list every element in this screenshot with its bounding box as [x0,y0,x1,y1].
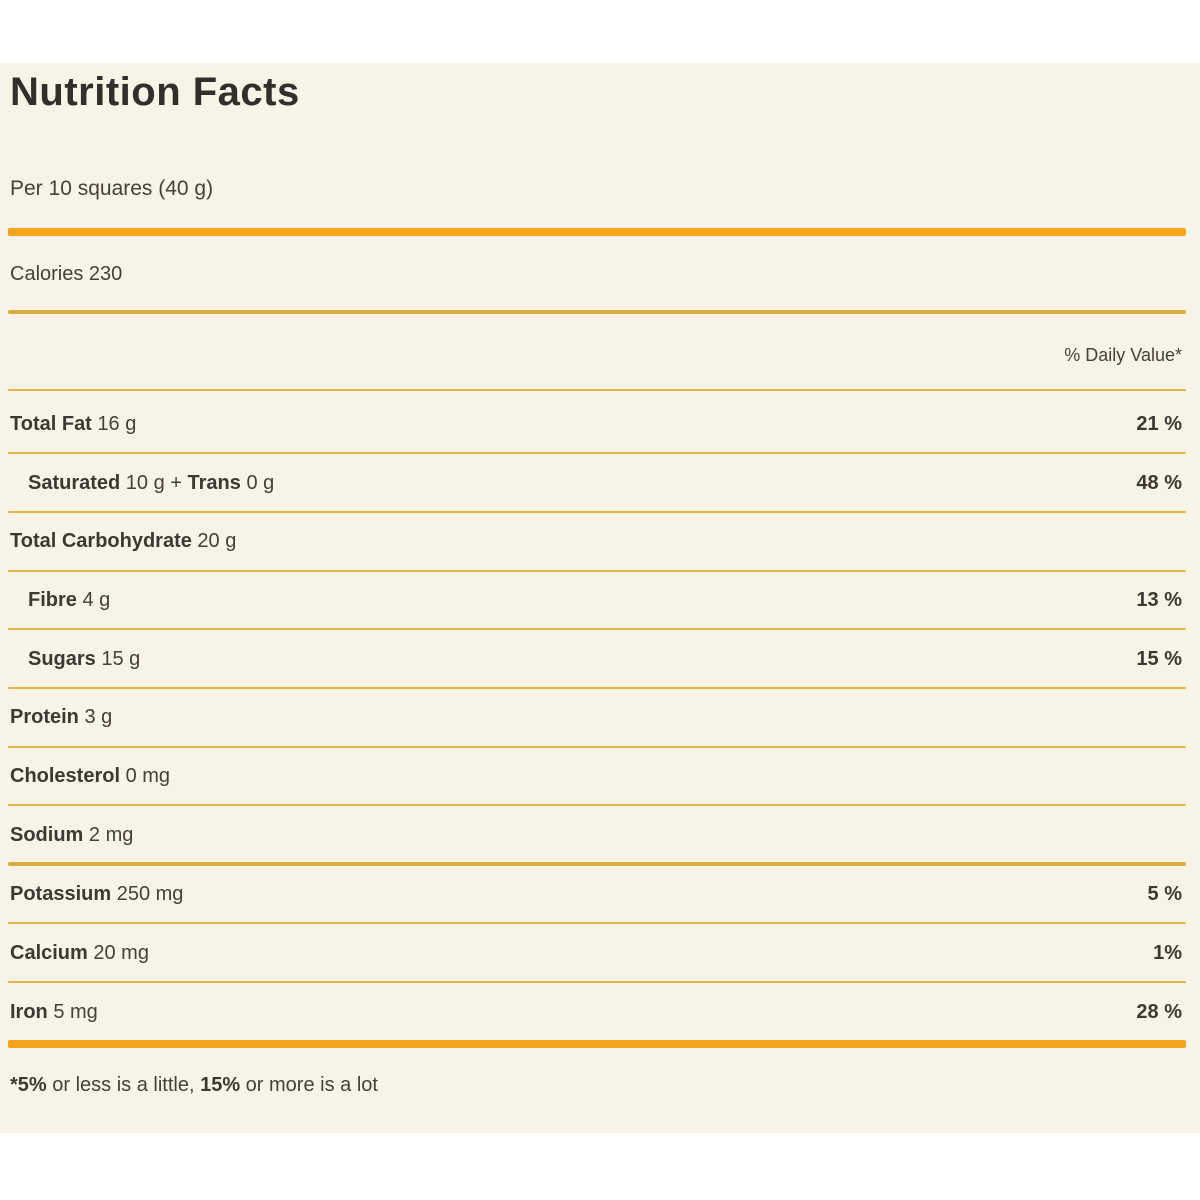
nutrient-name: Total Fat [10,413,92,435]
nutrient-name: Potassium [10,883,112,905]
footnote-text-1: or less is a little, [46,1074,201,1096]
nutrient-name-trans: Trans [187,472,241,494]
nutrient-dv: 5 % [1147,883,1182,905]
nutrient-name: Sodium [10,824,84,846]
footnote-low-threshold: *5% [10,1074,47,1096]
divider-thin [8,922,1186,924]
footnote-text-2: or more is a lot [240,1074,378,1096]
nutrient-amount: 250 mg [111,883,184,905]
divider-thin [8,804,1186,806]
nutrient-row-iron: Iron 5 mg 28 % [10,1000,1182,1024]
nutrient-name: Total Carbohydrate [10,530,192,552]
divider-thin [8,687,1186,689]
divider-medium-sodium [8,862,1186,866]
divider-thick-bottom [8,1040,1186,1048]
divider-thin [8,746,1186,748]
nutrient-row-sodium: Sodium 2 mg [10,823,1182,847]
nutrition-facts-panel: Nutrition Facts Per 10 squares (40 g) Ca… [0,63,1200,1133]
nutrient-row-protein: Protein 3 g [10,705,1182,729]
nutrient-name: Calcium [10,942,88,964]
nutrient-row-total-fat: Total Fat 16 g 21 % [10,412,1182,436]
daily-value-footnote: *5% or less is a little, 15% or more is … [10,1073,1182,1097]
calories-row: Calories 230 [10,262,1182,286]
nutrient-amount: 5 mg [47,1001,98,1023]
nutrient-amount: 20 g [191,530,237,552]
nutrient-name: Saturated [28,472,121,494]
nutrient-amount: 15 g [95,648,141,670]
nutrient-dv: 28 % [1136,1001,1182,1023]
divider-thin [8,389,1186,391]
nutrient-amount: 4 g [76,589,111,611]
nutrient-amount-trans: 0 g [240,472,275,494]
nutrient-amount: 16 g [91,413,137,435]
divider-thin [8,570,1186,572]
nutrient-amount: 2 mg [83,824,134,846]
divider-thin [8,511,1186,513]
daily-value-header: % Daily Value* [1064,345,1182,365]
nutrient-row-total-carbohydrate: Total Carbohydrate 20 g [10,529,1182,553]
nutrient-amount: 10 g + [120,472,188,494]
nutrient-dv: 21 % [1136,413,1182,435]
nutrient-name: Protein [10,706,79,728]
nutrient-row-sugars: Sugars 15 g 15 % [10,647,1182,671]
nutrient-row-potassium: Potassium 250 mg 5 % [10,882,1182,906]
nutrient-row-saturated-trans: Saturated 10 g + Trans 0 g 48 % [10,471,1182,495]
nutrient-amount: 20 mg [87,942,149,964]
divider-medium-calories [8,310,1186,314]
nutrient-name: Fibre [28,589,77,611]
nutrient-name: Iron [10,1001,48,1023]
divider-thin [8,981,1186,983]
nutrient-row-cholesterol: Cholesterol 0 mg [10,764,1182,788]
nutrient-name: Cholesterol [10,765,121,787]
nutrient-dv: 15 % [1136,648,1182,670]
nutrient-dv: 48 % [1136,472,1182,494]
nutrient-dv: 13 % [1136,589,1182,611]
nutrient-amount: 0 mg [120,765,171,787]
nutrient-amount: 3 g [78,706,113,728]
divider-thin [8,452,1186,454]
calories-value: 230 [88,263,123,285]
page-title: Nutrition Facts [10,70,300,114]
serving-size: Per 10 squares (40 g) [10,177,214,200]
nutrient-name: Sugars [28,648,96,670]
nutrient-row-calcium: Calcium 20 mg 1% [10,941,1182,965]
divider-thin [8,628,1186,630]
footnote-high-threshold: 15% [200,1074,241,1096]
calories-label: Calories [10,263,84,285]
divider-thick-top [8,228,1186,236]
nutrient-dv: 1% [1153,942,1182,964]
nutrient-row-fibre: Fibre 4 g 13 % [10,588,1182,612]
